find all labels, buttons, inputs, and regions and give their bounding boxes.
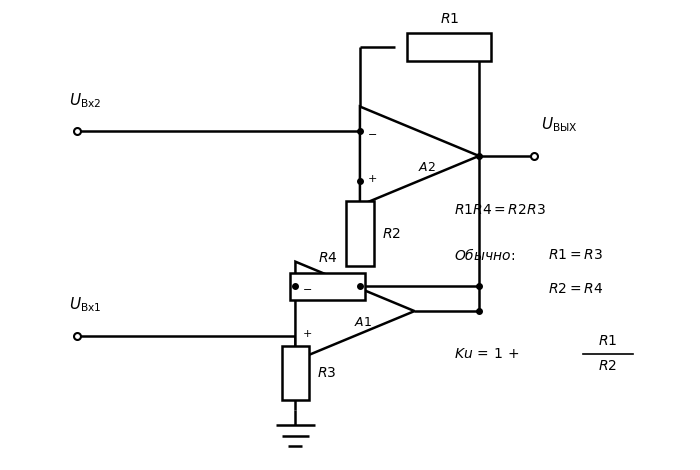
Text: $R4$: $R4$ <box>318 251 337 265</box>
Text: $R1$: $R1$ <box>598 334 617 348</box>
Text: $R2$: $R2$ <box>598 360 617 374</box>
Text: $A2$: $A2$ <box>419 161 436 174</box>
Text: $U_{\rm{ВЫХ}}$: $U_{\rm{ВЫХ}}$ <box>542 116 578 134</box>
Text: $R2 = R4$: $R2 = R4$ <box>548 282 603 297</box>
Text: $R1R4 = R2R3$: $R1R4 = R2R3$ <box>454 204 546 217</box>
Text: $+$: $+$ <box>302 329 312 339</box>
Text: $+$: $+$ <box>367 173 377 184</box>
Polygon shape <box>360 107 479 205</box>
Text: $U_{\rm{Bx2}}$: $U_{\rm{Bx2}}$ <box>69 91 101 110</box>
Text: $A1$: $A1$ <box>354 316 372 329</box>
FancyBboxPatch shape <box>281 345 309 400</box>
Text: $-$: $-$ <box>302 283 312 293</box>
Text: $R1 = R3$: $R1 = R3$ <box>548 248 603 262</box>
Text: $U_{\rm{Bx1}}$: $U_{\rm{Bx1}}$ <box>69 295 101 314</box>
Text: $R1$: $R1$ <box>440 11 459 25</box>
FancyBboxPatch shape <box>290 273 365 300</box>
Text: $-$: $-$ <box>367 128 377 138</box>
Text: $R3$: $R3$ <box>317 366 337 380</box>
Text: $Ku\, =\, 1\, +\, $: $Ku\, =\, 1\, +\, $ <box>454 346 519 360</box>
Text: $R2$: $R2$ <box>382 227 401 241</box>
FancyBboxPatch shape <box>346 202 374 266</box>
Text: $\mathit{Обычно}\!:$: $\mathit{Обычно}\!:$ <box>454 247 516 263</box>
Polygon shape <box>295 262 414 360</box>
FancyBboxPatch shape <box>407 33 491 61</box>
